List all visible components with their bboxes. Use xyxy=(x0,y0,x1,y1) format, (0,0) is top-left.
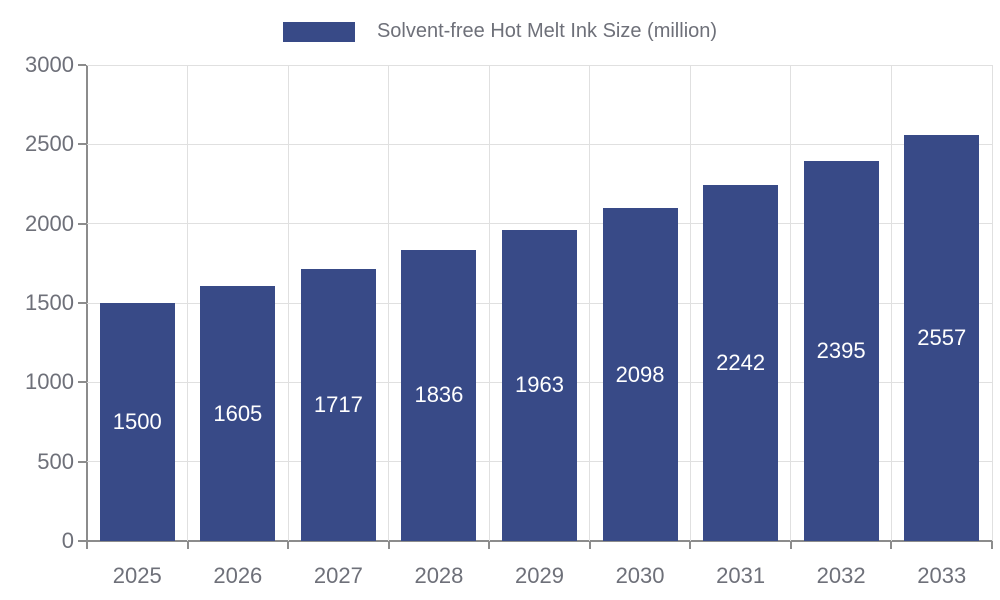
x-axis-line xyxy=(86,540,993,542)
bar[interactable]: 1836 xyxy=(401,249,477,541)
x-tick-mark xyxy=(86,541,88,549)
y-axis-tick-label: 0 xyxy=(61,528,74,553)
x-tick-mark xyxy=(991,541,993,549)
y-axis-tick-label: 1500 xyxy=(25,290,74,315)
v-gridline xyxy=(790,65,792,541)
legend[interactable]: Solvent-free Hot Melt Ink Size (million) xyxy=(0,20,1000,43)
y-tick-mark xyxy=(78,64,86,66)
y-tick-mark xyxy=(78,143,86,146)
y-tick-mark xyxy=(78,222,86,225)
v-gridline xyxy=(890,65,892,541)
bar-value-label: 1963 xyxy=(515,372,564,398)
y-tick-mark xyxy=(78,302,86,304)
bar[interactable]: 2242 xyxy=(703,185,779,541)
v-gridline xyxy=(388,65,390,541)
bar-value-label: 1836 xyxy=(414,382,464,408)
bar[interactable]: 2395 xyxy=(803,161,879,541)
x-axis-tick-label: 2029 xyxy=(515,563,564,588)
bar[interactable]: 2557 xyxy=(904,135,980,541)
x-axis-tick-label: 2030 xyxy=(615,563,665,588)
v-gridline xyxy=(287,65,289,541)
h-gridline xyxy=(87,64,992,66)
h-gridline xyxy=(87,143,992,145)
bar[interactable]: 1500 xyxy=(99,303,175,541)
legend-label: Solvent-free Hot Melt Ink Size (million) xyxy=(376,20,718,42)
y-axis-tick-label: 1000 xyxy=(25,369,74,395)
x-tick-mark xyxy=(689,541,692,549)
h-gridline xyxy=(87,223,992,225)
y-axis-tick-label: 500 xyxy=(37,448,74,474)
x-tick-mark xyxy=(789,541,792,549)
bar-value-label: 2242 xyxy=(716,350,766,376)
x-axis-tick-label: 2032 xyxy=(816,563,866,588)
y-tick-mark xyxy=(78,460,86,463)
x-tick-mark xyxy=(488,541,491,549)
x-tick-mark xyxy=(890,541,893,549)
x-tick-mark xyxy=(287,541,290,549)
v-gridline xyxy=(689,65,691,541)
bar[interactable]: 1963 xyxy=(502,229,577,541)
bar-value-label: 2098 xyxy=(615,361,665,387)
bar[interactable]: 1717 xyxy=(300,268,376,541)
bar-value-label: 1500 xyxy=(112,409,162,434)
v-gridline xyxy=(589,65,591,541)
bar-value-label: 1717 xyxy=(313,391,363,417)
x-axis-tick-label: 2025 xyxy=(112,563,162,588)
x-tick-mark xyxy=(186,541,189,549)
x-tick-mark xyxy=(387,541,390,549)
v-gridline xyxy=(991,65,993,541)
v-gridline xyxy=(187,65,189,541)
x-tick-mark xyxy=(588,541,591,549)
y-tick-mark xyxy=(78,540,86,542)
y-axis-tick-label: 3000 xyxy=(25,52,74,77)
bar-value-label: 1605 xyxy=(213,400,263,426)
plot-area: 0 500 1000 1500 2000 2500 3000 1500 2025 1605 2026… xyxy=(25,52,993,588)
x-axis-tick-label: 2031 xyxy=(716,563,766,588)
bar-value-label: 2557 xyxy=(917,325,967,351)
bar[interactable]: 1605 xyxy=(200,286,276,541)
bar[interactable]: 2098 xyxy=(602,208,678,541)
y-tick-mark xyxy=(78,381,86,384)
y-axis-tick-label: 2500 xyxy=(25,131,74,157)
x-axis-tick-label: 2033 xyxy=(917,563,967,588)
v-gridline xyxy=(488,65,490,541)
x-axis-tick-label: 2028 xyxy=(414,563,464,588)
y-axis-tick-label: 2000 xyxy=(25,210,74,236)
x-axis-tick-label: 2027 xyxy=(313,563,363,588)
bar-value-label: 2395 xyxy=(816,338,866,363)
legend-swatch xyxy=(282,21,355,42)
x-axis-tick-label: 2026 xyxy=(213,563,263,588)
